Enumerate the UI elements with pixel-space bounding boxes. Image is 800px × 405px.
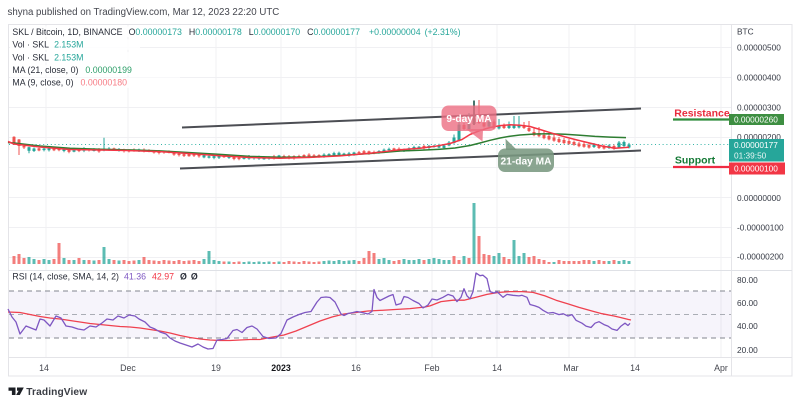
svg-text:40.00: 40.00 xyxy=(737,321,758,331)
svg-text:RSI (14, close, SMA, 14, 2)41.: RSI (14, close, SMA, 14, 2) 41.36 42.97 Ø Ø xyxy=(12,271,197,281)
svg-text:60.00: 60.00 xyxy=(737,298,758,308)
svg-text:-0.00000200: -0.00000200 xyxy=(737,252,784,262)
svg-text:-0.00000100: -0.00000100 xyxy=(737,223,784,233)
svg-text:0.00000100: 0.00000100 xyxy=(734,163,778,173)
svg-text:16: 16 xyxy=(351,363,361,373)
svg-text:20.00: 20.00 xyxy=(737,345,758,355)
svg-text:Resistance: Resistance xyxy=(674,108,730,120)
svg-text:0.00000177: 0.00000177 xyxy=(734,140,778,150)
svg-text:0.00000500: 0.00000500 xyxy=(737,43,781,53)
svg-text:14: 14 xyxy=(39,363,49,373)
svg-text:MA (21, close, 0)0.00000199: MA (21, close, 0) 0.00000199 xyxy=(12,65,132,75)
svg-text:01:39:50: 01:39:50 xyxy=(734,150,767,160)
svg-text:0.00000200: 0.00000200 xyxy=(737,132,781,142)
svg-text:9-day MA: 9-day MA xyxy=(446,114,492,125)
svg-text:0.00000400: 0.00000400 xyxy=(737,73,781,83)
svg-text:2023: 2023 xyxy=(271,363,291,373)
svg-text:0.00000300: 0.00000300 xyxy=(737,103,781,113)
svg-text:Dec: Dec xyxy=(120,363,136,373)
svg-text:Feb: Feb xyxy=(424,363,439,373)
svg-text:MA (9, close, 0)0.00000180: MA (9, close, 0) 0.00000180 xyxy=(12,78,127,88)
svg-text:0.00000260: 0.00000260 xyxy=(734,115,778,125)
svg-text:0.00000000: 0.00000000 xyxy=(737,193,781,203)
svg-text:BTC: BTC xyxy=(737,27,754,37)
svg-text:Support: Support xyxy=(675,155,716,167)
svg-text:80.00: 80.00 xyxy=(737,275,758,285)
svg-text:14: 14 xyxy=(492,363,502,373)
svg-text:TradingView: TradingView xyxy=(26,387,87,398)
svg-text:Mar: Mar xyxy=(563,363,578,373)
svg-text:shyna published on TradingView: shyna published on TradingView.com, Mar … xyxy=(8,7,280,18)
svg-text:21-day MA: 21-day MA xyxy=(501,157,553,168)
svg-text:19: 19 xyxy=(211,363,221,373)
svg-text:Apr: Apr xyxy=(714,363,728,373)
svg-text:14: 14 xyxy=(630,363,640,373)
